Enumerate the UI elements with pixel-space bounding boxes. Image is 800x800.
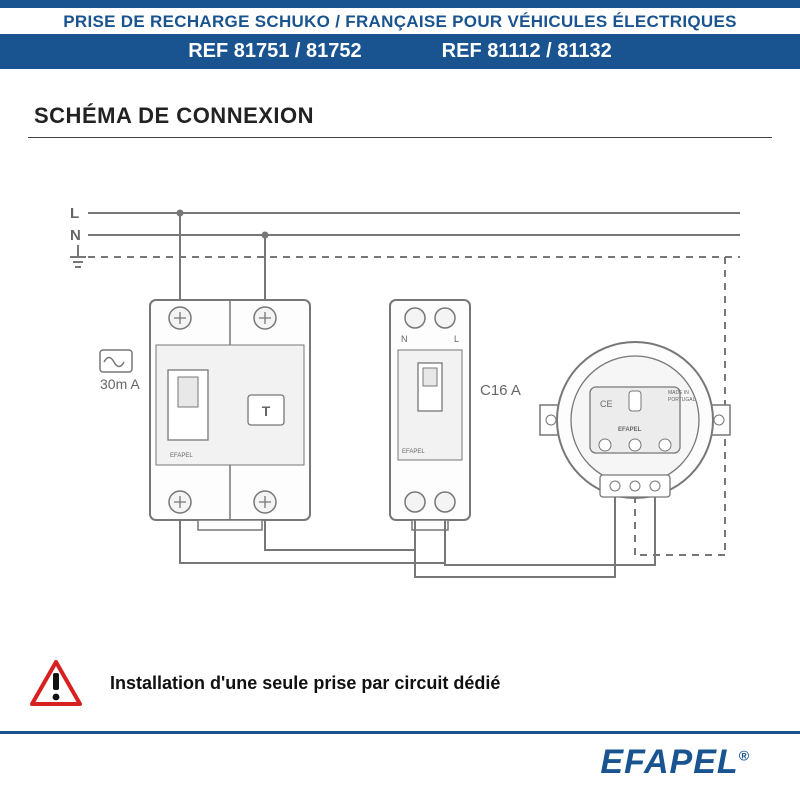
rcd-rating-label: 30m A [100, 376, 140, 392]
bus-label-L: L [70, 205, 79, 222]
warning-row: Installation d'une seule prise par circu… [30, 660, 500, 706]
mcb-device: N L EFAPEL [390, 300, 470, 530]
mcb-top-l: L [454, 334, 459, 344]
bus-label-N: N [70, 227, 81, 244]
svg-text:CE: CE [600, 399, 613, 409]
rcd-rating: 30m A [100, 350, 140, 392]
svg-text:EFAPEL: EFAPEL [402, 449, 425, 455]
warning-text: Installation d'une seule prise par circu… [110, 673, 500, 694]
rcd-device: T EFAPEL [150, 300, 310, 530]
mcb-rating-label: C16 A [480, 382, 521, 399]
top-band [0, 0, 800, 8]
header: PRISE DE RECHARGE SCHUKO / FRANÇAISE POU… [0, 8, 800, 69]
ref-band: REF 81751 / 81752 REF 81112 / 81132 [0, 34, 800, 69]
socket-made-in-2: PORTUGAL [668, 397, 696, 403]
brand-logo: EFAPEL® [600, 743, 750, 782]
socket-brand: EFAPEL [618, 427, 642, 433]
wiring-diagram: L N T EFAPEL [70, 195, 750, 615]
rcd-test-label: T [262, 403, 271, 419]
product-title: PRISE DE RECHARGE SCHUKO / FRANÇAISE POU… [0, 8, 800, 34]
earth-symbol [70, 245, 86, 267]
section-title: SCHÉMA DE CONNEXION [34, 103, 800, 129]
socket-made-in-1: MADE IN [668, 390, 689, 396]
socket-mechanism: CE MADE IN PORTUGAL EFAPEL [540, 342, 730, 498]
rcd-brand: EFAPEL [170, 453, 193, 459]
brand-mark: ® [739, 748, 750, 764]
mcb-top-n: N [401, 334, 408, 344]
ref-right: REF 81112 / 81132 [442, 40, 612, 63]
warning-icon [30, 660, 82, 706]
footer-rule [0, 731, 800, 734]
ref-left: REF 81751 / 81752 [188, 40, 361, 63]
brand-name: EFAPEL [600, 743, 738, 781]
section-underline [28, 137, 772, 138]
